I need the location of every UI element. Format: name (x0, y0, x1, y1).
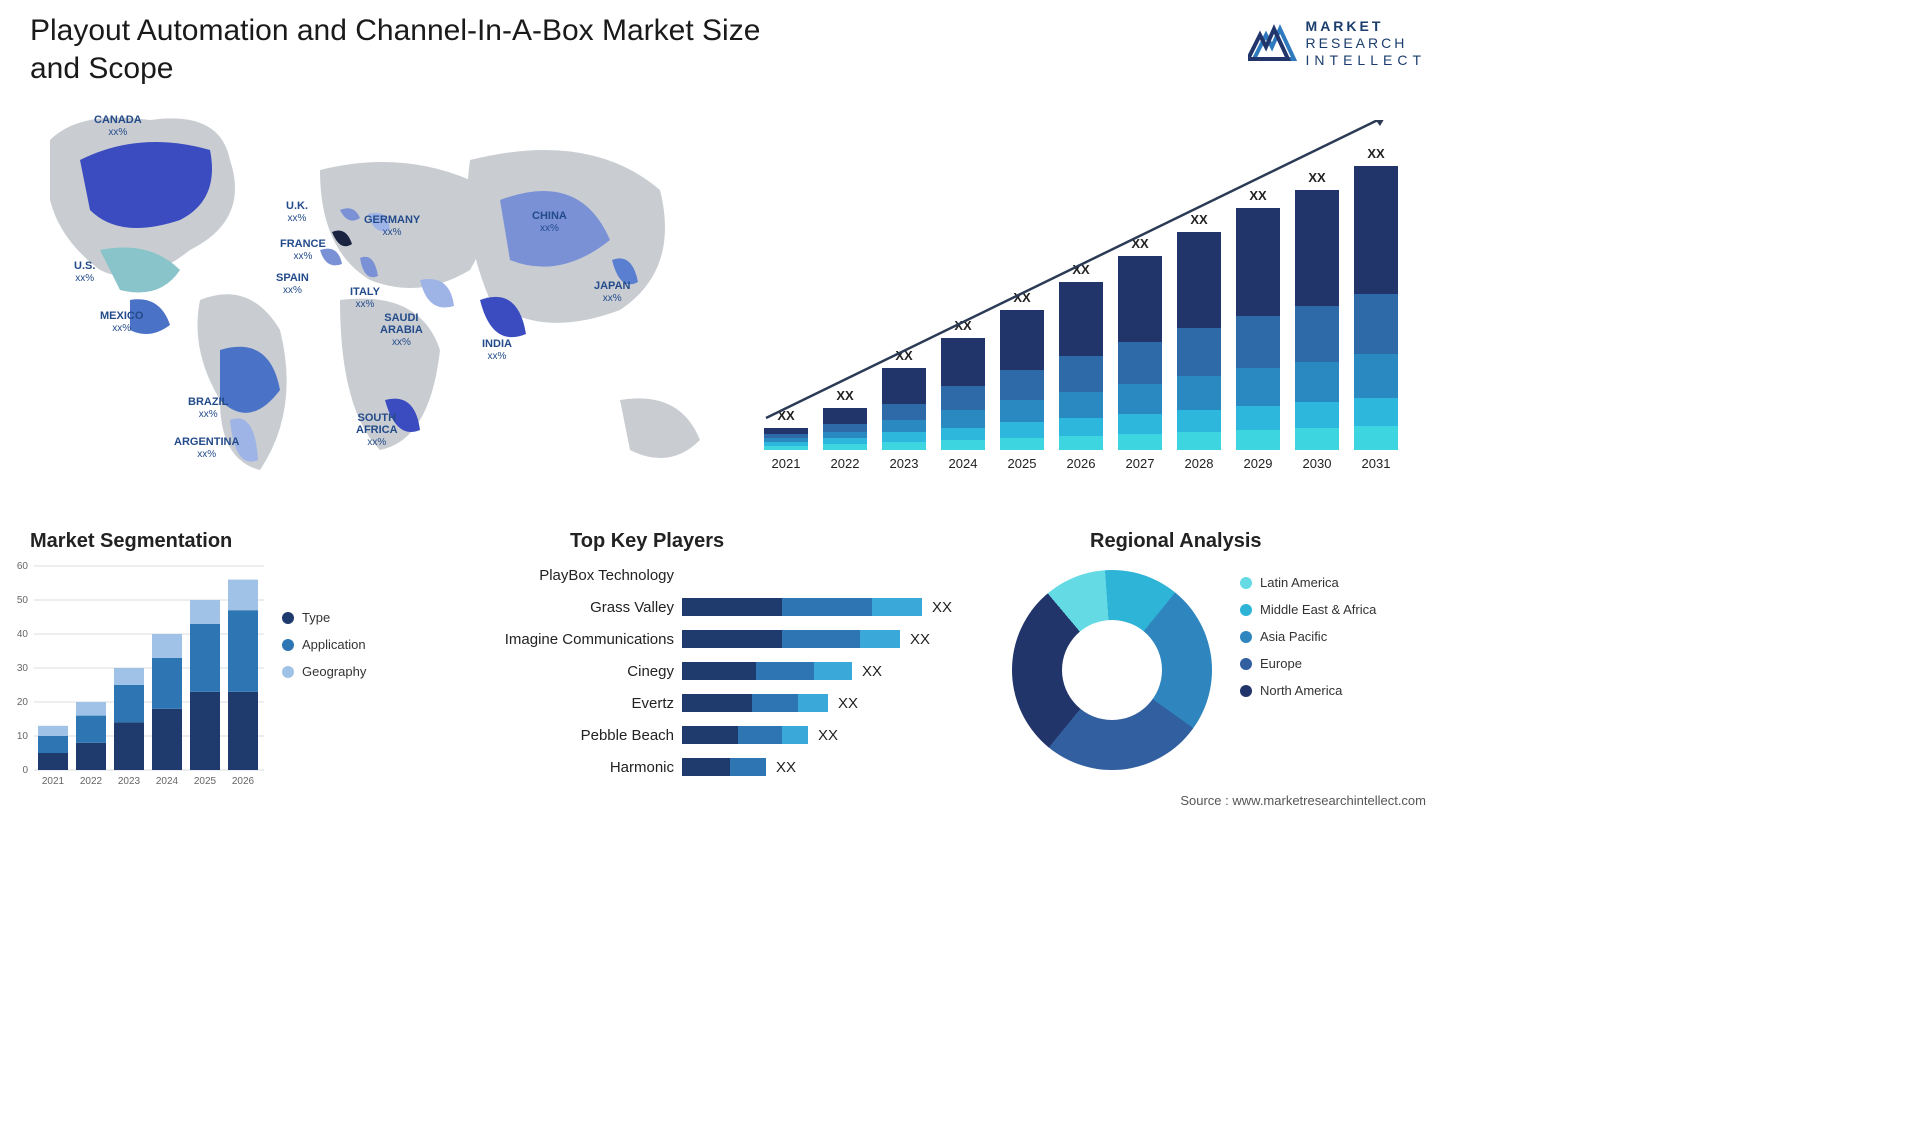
regional-legend: Latin America Middle East & Africa Asia Pa… (1240, 575, 1376, 710)
svg-text:2024: 2024 (949, 456, 978, 471)
key-player-row: Evertz XX (476, 688, 986, 718)
svg-text:50: 50 (17, 595, 29, 606)
page-title: Playout Automation and Channel-In-A-Box … (30, 12, 790, 87)
key-player-row: PlayBox Technology (476, 560, 986, 590)
map-label: INDIAxx% (482, 338, 512, 362)
legend-item: Latin America (1240, 575, 1376, 590)
footer-source: Source : www.marketresearchintellect.com (1180, 793, 1426, 808)
key-player-name: Pebble Beach (476, 727, 682, 744)
svg-text:40: 40 (17, 629, 29, 640)
legend-item: North America (1240, 683, 1376, 698)
brand-block: MARKET RESEARCH INTELLECT (1248, 18, 1426, 68)
map-label: SOUTHAFRICAxx% (356, 412, 398, 448)
svg-text:2027: 2027 (1126, 456, 1155, 471)
svg-text:2031: 2031 (1362, 456, 1391, 471)
svg-text:XX: XX (1249, 188, 1267, 203)
map-label: JAPANxx% (594, 280, 630, 304)
key-player-value: XX (838, 695, 858, 712)
map-label: U.S.xx% (74, 260, 95, 284)
map-label: CANADAxx% (94, 114, 142, 138)
svg-text:2025: 2025 (194, 776, 217, 787)
segmentation-chart: 0 10 20 30 40 50 60 2021 2022 2023 2024 2025 2026 (6, 560, 266, 790)
svg-text:2022: 2022 (831, 456, 860, 471)
legend-item: Middle East & Africa (1240, 602, 1376, 617)
key-player-value: XX (932, 599, 952, 616)
legend-item: Type (282, 610, 366, 625)
legend-item: Application (282, 637, 366, 652)
svg-text:2030: 2030 (1303, 456, 1332, 471)
brand-line1: MARKET (1306, 18, 1426, 35)
svg-text:2024: 2024 (156, 776, 179, 787)
map-label: SPAINxx% (276, 272, 309, 296)
svg-text:30: 30 (17, 663, 29, 674)
key-player-value: XX (862, 663, 882, 680)
regional-title: Regional Analysis (1090, 530, 1262, 553)
svg-text:XX: XX (1308, 170, 1326, 185)
svg-text:0: 0 (22, 765, 28, 776)
svg-text:2025: 2025 (1008, 456, 1037, 471)
svg-text:2023: 2023 (890, 456, 919, 471)
svg-text:2022: 2022 (80, 776, 103, 787)
key-player-row: Harmonic XX (476, 752, 986, 782)
regional-donut-hole (1062, 620, 1162, 720)
brand-line3: INTELLECT (1306, 52, 1426, 69)
svg-text:XX: XX (836, 388, 854, 403)
brand-line2: RESEARCH (1306, 35, 1426, 52)
key-player-name: Evertz (476, 695, 682, 712)
svg-text:2021: 2021 (42, 776, 65, 787)
key-player-name: PlayBox Technology (476, 567, 682, 584)
brand-logo-icon (1248, 21, 1298, 65)
key-player-name: Cinegy (476, 663, 682, 680)
svg-text:XX: XX (1367, 146, 1385, 161)
key-player-row: Imagine Communications XX (476, 624, 986, 654)
map-label: BRAZILxx% (188, 396, 228, 420)
map-label: MEXICOxx% (100, 310, 143, 334)
svg-text:2029: 2029 (1244, 456, 1273, 471)
map-label: CHINAxx% (532, 210, 567, 234)
key-player-row: Pebble Beach XX (476, 720, 986, 750)
key-player-row: Cinegy XX (476, 656, 986, 686)
svg-text:2026: 2026 (1067, 456, 1096, 471)
legend-item: Asia Pacific (1240, 629, 1376, 644)
legend-item: Europe (1240, 656, 1376, 671)
svg-text:2023: 2023 (118, 776, 141, 787)
key-players-chart: PlayBox TechnologyGrass ValleyXXImagine … (476, 560, 986, 798)
key-player-name: Harmonic (476, 759, 682, 776)
world-map: CANADAxx% U.S.xx% MEXICOxx% BRAZILxx% ARGENT… (20, 100, 720, 500)
segmentation-legend: Type Application Geography (282, 610, 366, 691)
key-player-value: XX (776, 759, 796, 776)
key-player-value: XX (910, 631, 930, 648)
svg-text:2028: 2028 (1185, 456, 1214, 471)
svg-text:60: 60 (17, 561, 29, 572)
key-player-name: Imagine Communications (476, 631, 682, 648)
map-label: U.K.xx% (286, 200, 308, 224)
key-player-name: Grass Valley (476, 599, 682, 616)
brand-text: MARKET RESEARCH INTELLECT (1306, 18, 1426, 68)
map-label: GERMANYxx% (364, 214, 420, 238)
map-label: SAUDIARABIAxx% (380, 312, 423, 348)
map-label: ARGENTINAxx% (174, 436, 239, 460)
legend-item: Geography (282, 664, 366, 679)
segmentation-title: Market Segmentation (30, 530, 232, 553)
growth-chart: XX2021XX2022XX2023XX2024XX2025XX2026XX20… (760, 120, 1420, 490)
svg-text:20: 20 (17, 697, 29, 708)
key-player-value: XX (818, 727, 838, 744)
key-players-title: Top Key Players (570, 530, 724, 553)
map-label: ITALYxx% (350, 286, 380, 310)
svg-text:10: 10 (17, 731, 29, 742)
key-player-row: Grass Valley XX (476, 592, 986, 622)
svg-text:XX: XX (1190, 212, 1208, 227)
map-label: FRANCExx% (280, 238, 326, 262)
svg-text:2021: 2021 (772, 456, 801, 471)
svg-text:2026: 2026 (232, 776, 255, 787)
